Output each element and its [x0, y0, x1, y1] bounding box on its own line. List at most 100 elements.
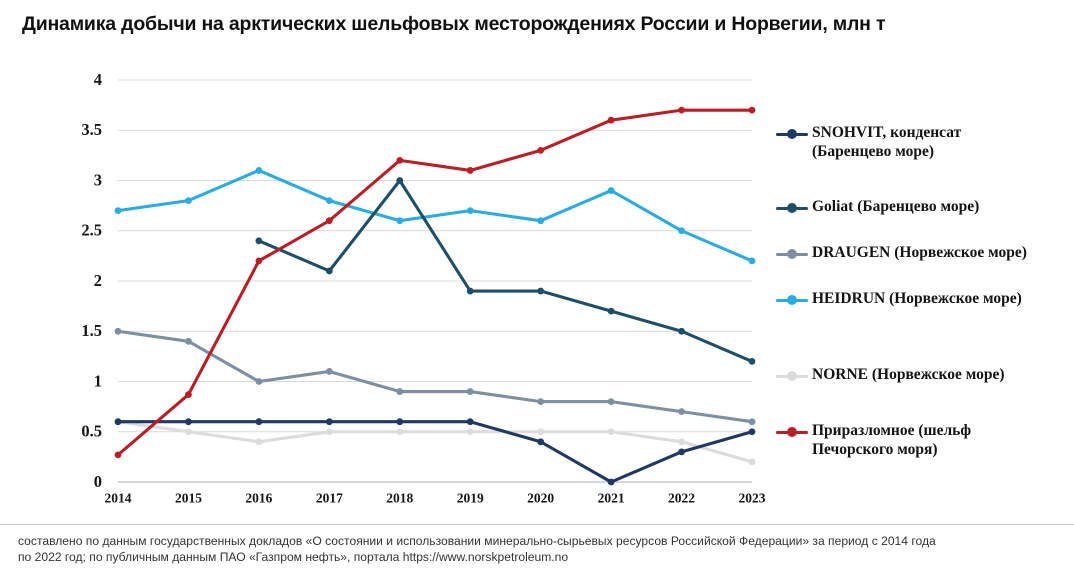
series-line — [116, 420, 754, 484]
data-point-marker — [748, 428, 756, 436]
legend-item-norne[interactable]: NORNE (Норвежское море) — [776, 366, 1072, 385]
x-tick-label: 2017 — [316, 491, 343, 506]
data-point-marker — [185, 391, 192, 398]
legend-color-swatch-icon — [776, 424, 808, 440]
data-point-marker — [114, 207, 122, 215]
line-chart-svg: 00.511.522.533.54 2014 2015 2016 2017 2018 20… — [81, 70, 766, 506]
data-point-marker — [607, 187, 615, 194]
legend-item-label: HEIDRUN (Норвежское море) — [812, 290, 1022, 307]
data-point-marker — [607, 428, 615, 436]
legend-item-goliat[interactable]: Goliat (Баренцево море) — [776, 198, 1072, 217]
data-point-marker — [325, 428, 333, 436]
data-point-marker — [325, 368, 333, 375]
data-point-marker — [396, 388, 404, 395]
legend-item-label: Goliat (Баренцево море) — [812, 198, 980, 215]
data-point-marker — [185, 337, 192, 345]
x-tick-label: 2016 — [245, 491, 272, 506]
data-point-marker — [537, 217, 545, 225]
data-point-marker — [607, 478, 615, 486]
legend-color-swatch-icon — [776, 246, 808, 262]
data-point-marker — [748, 257, 756, 265]
data-point-marker — [537, 287, 545, 295]
data-point-marker — [325, 197, 333, 205]
y-tick-label: 1 — [94, 371, 102, 390]
x-tick-label: 2020 — [527, 491, 554, 506]
data-point-marker — [466, 418, 474, 426]
data-point-marker — [466, 287, 474, 295]
data-point-marker — [325, 217, 333, 225]
y-tick-label: 3.5 — [81, 120, 102, 139]
data-point-marker — [255, 438, 263, 446]
data-point-marker — [466, 167, 474, 174]
plot-area: 0 0.5 1 1.5 2 2.5 3 3.5 4 2014 2015 2016 2017 2018 20… — [0, 58, 770, 508]
data-point-marker — [748, 358, 756, 365]
data-point-marker — [466, 428, 474, 436]
data-point-marker — [607, 307, 615, 315]
data-point-marker — [255, 237, 263, 245]
legend-item-label: NORNE (Норвежское море) — [812, 366, 1005, 383]
data-point-marker — [678, 438, 685, 446]
data-point-marker — [396, 418, 404, 426]
data-point-marker — [255, 378, 263, 385]
x-tick-label: 2015 — [175, 491, 202, 506]
legend-item-heidrun[interactable]: HEIDRUN (Норвежское море) — [776, 290, 1072, 309]
data-point-marker — [185, 418, 192, 426]
legend-color-swatch-icon — [776, 126, 808, 142]
data-point-marker — [466, 207, 474, 215]
data-point-marker — [537, 428, 545, 436]
legend-item-label: DRAUGEN (Норвежское море) — [812, 244, 1027, 261]
legend-color-swatch-icon — [776, 368, 808, 384]
data-point-marker — [678, 227, 685, 235]
data-point-marker — [607, 116, 615, 124]
x-axis-ticks: 2014 2015 2016 2017 2018 2019 2020 2021 2022 2023 — [105, 491, 766, 506]
x-tick-label: 2014 — [105, 491, 132, 506]
series-line — [116, 108, 754, 457]
data-point-marker — [537, 146, 545, 154]
data-point-marker — [396, 217, 404, 225]
x-tick-label: 2018 — [386, 491, 413, 506]
data-point-marker — [748, 106, 756, 114]
legend-item-label: SNOHVIT, конденсат (Баренцево море) — [812, 124, 962, 160]
data-point-marker — [607, 398, 615, 405]
legend-item-snohvit[interactable]: SNOHVIT, конденсат (Баренцево море) — [776, 124, 1072, 161]
y-tick-label: 1.5 — [81, 321, 102, 340]
y-tick-label: 4 — [94, 70, 102, 89]
x-tick-label: 2021 — [598, 491, 625, 506]
y-tick-label: 3 — [94, 170, 102, 189]
x-tick-label: 2019 — [457, 491, 484, 506]
legend-item-draugen[interactable]: DRAUGEN (Норвежское море) — [776, 244, 1072, 263]
data-point-marker — [678, 327, 685, 335]
data-series — [114, 106, 756, 486]
legend-item-prirazlomnoe[interactable]: Приразломное (шельф Печорского моря) — [776, 422, 1072, 459]
data-point-marker — [325, 267, 333, 275]
y-tick-label: 0.5 — [81, 422, 102, 441]
data-point-marker — [114, 418, 122, 426]
data-point-marker — [114, 451, 122, 459]
data-point-marker — [185, 197, 192, 205]
series-line — [116, 420, 754, 464]
data-point-marker — [678, 106, 685, 114]
data-point-marker — [537, 398, 545, 405]
y-axis-ticks: 0 0.5 1 1.5 2 2.5 3 3.5 4 — [81, 70, 102, 491]
y-tick-label: 2 — [94, 271, 102, 290]
page-title: Динамика добычи на арктических шельфовых… — [22, 13, 886, 35]
data-point-marker — [678, 408, 685, 416]
legend-color-swatch-icon — [776, 292, 808, 308]
gridlines — [118, 79, 752, 483]
data-point-marker — [255, 418, 263, 426]
series-line — [116, 329, 754, 424]
data-point-marker — [678, 448, 685, 456]
data-point-marker — [114, 327, 122, 335]
footnote-divider — [0, 524, 1074, 525]
x-tick-label: 2023 — [739, 491, 766, 506]
data-point-marker — [255, 167, 263, 174]
data-point-marker — [748, 458, 756, 466]
data-point-marker — [396, 177, 404, 184]
data-point-marker — [396, 157, 404, 164]
data-point-marker — [537, 438, 545, 446]
data-point-marker — [255, 257, 263, 265]
y-tick-label: 2.5 — [81, 221, 102, 240]
data-point-marker — [325, 418, 333, 426]
x-tick-label: 2022 — [668, 491, 695, 506]
